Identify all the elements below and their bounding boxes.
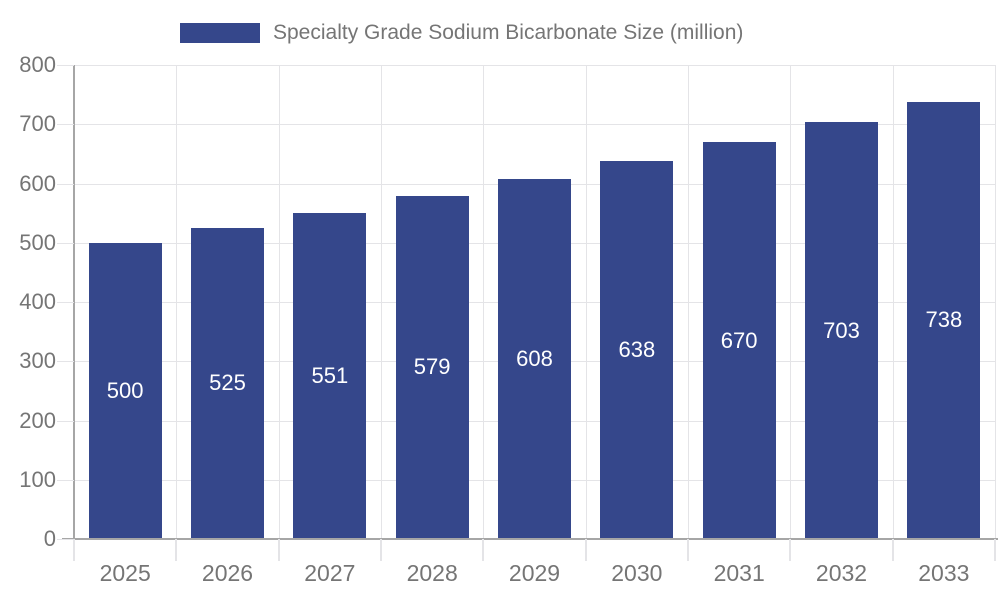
x-axis-tick-label: 2030 xyxy=(611,560,663,586)
x-axis-tick xyxy=(994,539,996,561)
y-axis-tick-label: 600 xyxy=(19,170,56,196)
y-axis-tick-label: 400 xyxy=(19,289,56,314)
y-axis-tick xyxy=(57,242,74,244)
bar-2028[interactable]: 579 xyxy=(395,195,469,539)
x-axis-tick xyxy=(277,539,280,561)
y-axis-tick xyxy=(57,420,74,422)
bar-2027[interactable]: 551 xyxy=(293,212,367,539)
x-axis-tick xyxy=(175,539,178,561)
x-axis-tick-label: 2025 xyxy=(99,560,151,586)
legend-swatch-icon xyxy=(180,23,260,43)
x-axis-tick xyxy=(789,539,792,561)
v-gridline xyxy=(176,65,178,539)
x-axis-line xyxy=(62,538,998,540)
bar-value-label: 738 xyxy=(925,307,963,333)
v-gridline xyxy=(278,65,280,539)
bar-value-label: 551 xyxy=(311,362,349,388)
bar-2031[interactable]: 670 xyxy=(702,142,776,539)
x-axis-tick xyxy=(482,539,485,561)
bar-2033[interactable]: 738 xyxy=(907,101,981,539)
x-axis-tick-label: 2028 xyxy=(406,560,458,586)
x-axis-tick-label: 2027 xyxy=(304,560,356,586)
v-gridline xyxy=(995,65,996,539)
bar-value-label: 638 xyxy=(618,337,656,362)
bar-value-label: 525 xyxy=(209,370,246,396)
h-gridline xyxy=(74,124,995,126)
y-axis-tick xyxy=(57,183,74,185)
v-gridline xyxy=(790,65,792,539)
x-axis-tick xyxy=(73,539,75,561)
y-axis-tick xyxy=(57,479,74,481)
x-axis-tick-label: 2029 xyxy=(508,560,561,586)
x-axis-tick-label: 2033 xyxy=(918,560,970,586)
y-axis-tick-label: 100 xyxy=(19,466,56,492)
v-gridline xyxy=(483,65,485,539)
y-axis-line xyxy=(73,65,75,539)
legend-label: Specialty Grade Sodium Bicarbonate Size … xyxy=(273,21,744,44)
bar-value-label: 703 xyxy=(823,317,860,343)
x-axis-tick xyxy=(687,539,689,561)
legend[interactable]: Specialty Grade Sodium Bicarbonate Size … xyxy=(180,18,743,48)
x-axis-tick-label: 2032 xyxy=(815,560,868,586)
y-axis-tick xyxy=(57,65,74,66)
y-axis-tick xyxy=(57,302,74,303)
x-axis-tick-label: 2031 xyxy=(713,560,765,586)
v-gridline xyxy=(585,65,587,539)
v-gridline xyxy=(688,65,689,539)
bar-value-label: 579 xyxy=(413,354,451,380)
x-axis-tick-label: 2026 xyxy=(201,560,254,586)
x-axis-tick xyxy=(584,539,587,561)
plot-area: 500 525 551 579 608 638 670 703 738 xyxy=(74,65,996,539)
y-axis-tick xyxy=(57,361,74,363)
bar-2025[interactable]: 500 xyxy=(88,242,162,539)
bar-2026[interactable]: 525 xyxy=(191,227,264,539)
y-axis-tick-label: 700 xyxy=(19,111,56,137)
y-axis-tick-label: 200 xyxy=(19,407,56,433)
bar-value-label: 500 xyxy=(106,377,144,403)
y-axis-tick xyxy=(57,124,74,126)
bar-2029[interactable]: 608 xyxy=(498,178,571,539)
x-axis-tick xyxy=(380,539,382,561)
y-axis-tick xyxy=(57,539,74,540)
h-gridline xyxy=(74,65,995,66)
v-gridline xyxy=(892,65,894,539)
bar-2030[interactable]: 638 xyxy=(600,161,674,539)
bar-2032[interactable]: 703 xyxy=(805,122,878,539)
y-axis-tick-label: 300 xyxy=(19,348,56,374)
y-axis-tick-label: 800 xyxy=(19,52,56,77)
y-axis-tick-label: 500 xyxy=(19,229,56,255)
bar-value-label: 670 xyxy=(720,327,758,353)
x-axis-tick xyxy=(891,539,894,561)
y-axis-tick-label: 0 xyxy=(43,526,56,551)
v-gridline xyxy=(381,65,382,539)
bar-value-label: 608 xyxy=(516,345,553,371)
